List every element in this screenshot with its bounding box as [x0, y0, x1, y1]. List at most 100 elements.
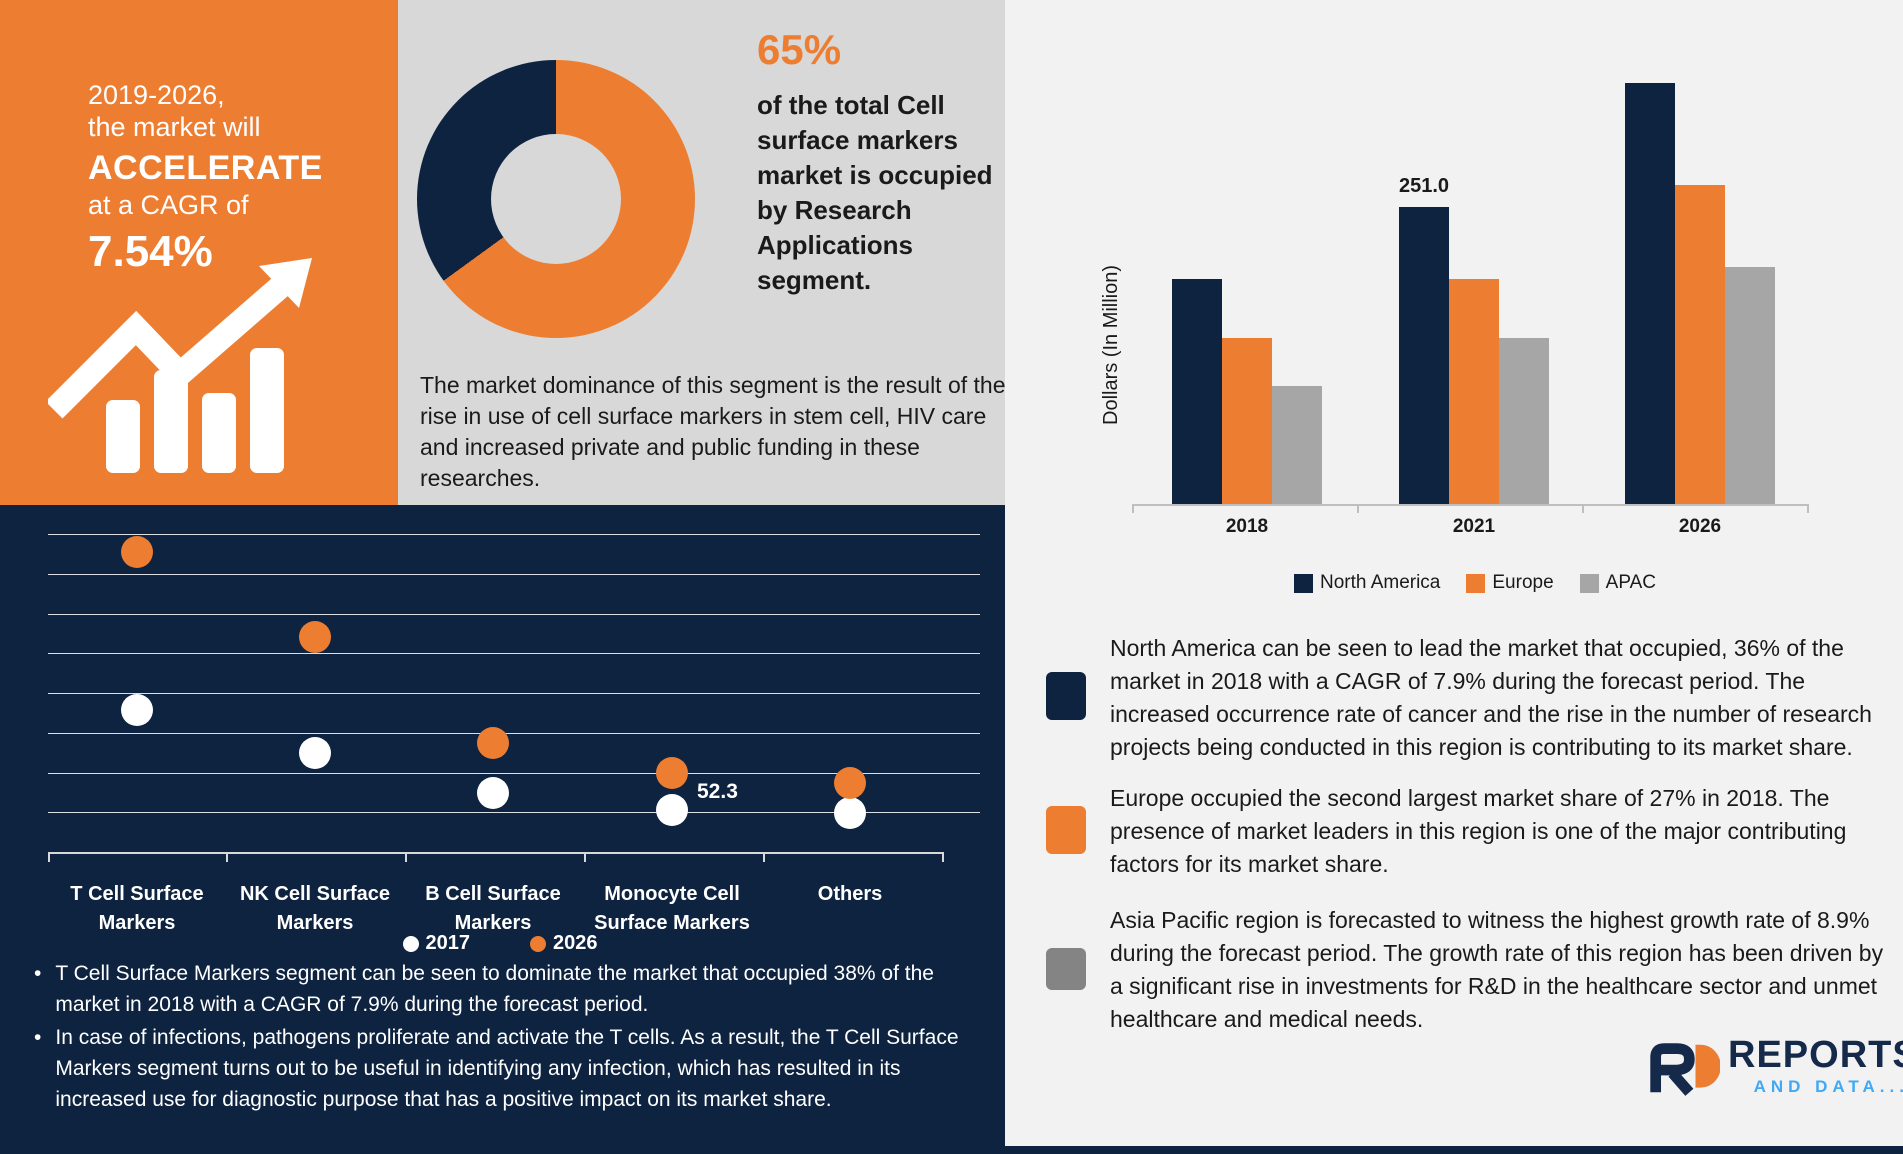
dot-plot-gridline-350 — [48, 574, 980, 575]
dot-2017-1 — [299, 737, 331, 769]
dot-plot-x-axis-tick-5 — [942, 852, 944, 862]
dot-2026-3 — [656, 757, 688, 789]
promo-line-rate: 7.54% — [88, 226, 213, 276]
bar-legend-item-APAC: APAC — [1579, 572, 1656, 594]
dot-legend-marker-icon — [402, 935, 419, 952]
bar-2021-North America — [1399, 207, 1449, 504]
dot-2017-3 — [656, 794, 688, 826]
growth-arrow-chart-icon — [45, 248, 353, 473]
dot-plot-category-label-1: NK Cell Surface Markers — [239, 883, 391, 934]
dot-2026-1 — [299, 621, 331, 653]
segment-bullet-2-text: In case of infections, pathogens prolife… — [55, 1026, 959, 1111]
logo-wordmark: REPORTS AND DATA.... — [1728, 1036, 1903, 1097]
dot-plot-gridline-200 — [48, 693, 980, 694]
dot-plot-x-axis-tick-4 — [763, 852, 765, 862]
bar-2026-APAC — [1725, 267, 1775, 504]
dot-2026-2 — [477, 727, 509, 759]
dot-2026-0 — [121, 536, 153, 568]
dot-plot-category-label-4: Others — [817, 883, 883, 905]
bar-2021-Europe — [1449, 279, 1499, 504]
logo-line-and-data: AND DATA.... — [1753, 1077, 1903, 1096]
dot-plot-category-label-3: Monocyte Cell Surface Markers — [594, 883, 750, 934]
bar-legend-swatch-icon — [1294, 573, 1313, 593]
dot-legend-label: 2017 — [425, 932, 471, 954]
bar-legend-item-Europe: Europe — [1466, 572, 1554, 594]
bar-chart-x-axis-tick-1 — [1357, 504, 1359, 513]
bar-legend-swatch-icon — [1579, 573, 1599, 593]
donut-headline-value: 65% — [757, 26, 842, 73]
dot-legend-label: 2026 — [553, 932, 598, 954]
bar-2021-APAC — [1499, 338, 1549, 504]
promo-line-market: the market will — [88, 111, 261, 142]
right-panel — [1005, 0, 1903, 1154]
bar-legend-label: APAC — [1605, 572, 1656, 593]
dot-2026-4 — [834, 767, 866, 799]
bar-chart-category-label-2021: 2021 — [1452, 516, 1496, 537]
region-note-swatch-icon-2 — [1046, 948, 1086, 990]
region-note-swatch-icon-1 — [1046, 806, 1086, 854]
footer-strip — [1005, 1146, 1903, 1154]
dot-plot-gridline-400 — [48, 534, 980, 535]
bar-chart-y-axis-label: Dollars (In Million) — [1100, 264, 1122, 425]
segment-bullet-1: • T Cell Surface Markers segment can be … — [34, 958, 986, 1020]
bar-2018-North America — [1172, 279, 1222, 504]
dot-plot-gridline-250 — [48, 653, 980, 654]
segment-panel — [0, 505, 1005, 1154]
dot-plot-gridline-100 — [48, 773, 980, 774]
dot-legend-item-2017: 2017 — [402, 932, 471, 955]
promo-line-cagr: at a CAGR of — [88, 189, 249, 220]
bar-legend-item-North America: North America — [1294, 572, 1440, 594]
region-note-text-2: Asia Pacific region is forecasted to wit… — [1110, 907, 1884, 1032]
bar-chart-x-axis-tick-0 — [1132, 504, 1134, 513]
bar-legend-label: Europe — [1492, 572, 1554, 593]
donut-headline-text: of the total Cell surface markers market… — [757, 90, 993, 295]
segment-bullet-2: • In case of infections, pathogens proli… — [34, 1022, 986, 1115]
bar-chart-x-axis-tick-3 — [1807, 504, 1809, 513]
segment-bullet-1-text: T Cell Surface Markers segment can be se… — [55, 962, 934, 1016]
donut-body-text: The market dominance of this segment is … — [420, 372, 1006, 491]
bar-legend-label: North America — [1320, 572, 1441, 593]
bar-chart-legend: North America Europe APAC — [1135, 572, 1815, 594]
promo-text-block: 2019-2026, the market will ACCELERATE at… — [88, 80, 323, 278]
region-note-text-0: North America can be seen to lead the ma… — [1110, 635, 1872, 760]
bullet-icon: • — [34, 962, 42, 985]
dot-2017-4 — [834, 797, 866, 829]
dot-legend-marker-icon — [530, 935, 546, 952]
dot-plot-x-axis-tick-3 — [584, 852, 586, 862]
dot-plot-data-label: 52.3 — [697, 780, 738, 803]
bar-2018-Europe — [1222, 338, 1272, 504]
bar-2026-North America — [1625, 83, 1675, 504]
dot-plot-gridline-150 — [48, 733, 980, 734]
dot-2017-0 — [121, 694, 153, 726]
dot-2017-2 — [477, 777, 509, 809]
logo-mark-icon — [1648, 1036, 1721, 1103]
dot-plot-category-label-2: B Cell Surface Markers — [425, 883, 561, 934]
bar-2026-Europe — [1675, 185, 1725, 504]
bar-2018-APAC — [1272, 386, 1322, 504]
dot-plot-category-label-0: T Cell Surface Markers — [70, 883, 204, 934]
reports-and-data-logo: REPORTS AND DATA.... — [1648, 1036, 1903, 1103]
dot-plot-x-axis-tick-0 — [48, 852, 50, 862]
dot-plot-x-axis-tick-1 — [226, 852, 228, 862]
donut-chart-hole — [491, 134, 621, 264]
bar-chart-category-label-2026: 2026 — [1678, 516, 1722, 537]
logo-line-reports: REPORTS — [1728, 1034, 1903, 1076]
bar-legend-swatch-icon — [1466, 573, 1486, 593]
dot-plot-legend: 2017 2026 — [290, 932, 710, 955]
bar-chart-x-axis-tick-2 — [1582, 504, 1584, 513]
dot-legend-item-2026: 2026 — [530, 932, 598, 955]
dot-plot-gridline-300 — [48, 614, 980, 615]
bullet-icon: • — [34, 1026, 42, 1049]
bar-chart-x-axis — [1132, 504, 1807, 506]
region-note-swatch-icon-0 — [1046, 672, 1086, 720]
promo-line-years: 2019-2026, — [88, 80, 225, 110]
region-note-text-1: Europe occupied the second largest marke… — [1110, 785, 1847, 877]
dot-plot-x-axis-tick-2 — [405, 852, 407, 862]
bar-chart-category-label-2018: 2018 — [1225, 516, 1269, 537]
bar-chart-data-label: 251.0 — [1398, 175, 1450, 198]
dot-plot-gridline-50 — [48, 812, 980, 813]
dot-plot-x-axis — [48, 852, 942, 854]
promo-line-accelerate: ACCELERATE — [88, 148, 323, 187]
promo-panel — [0, 0, 398, 505]
